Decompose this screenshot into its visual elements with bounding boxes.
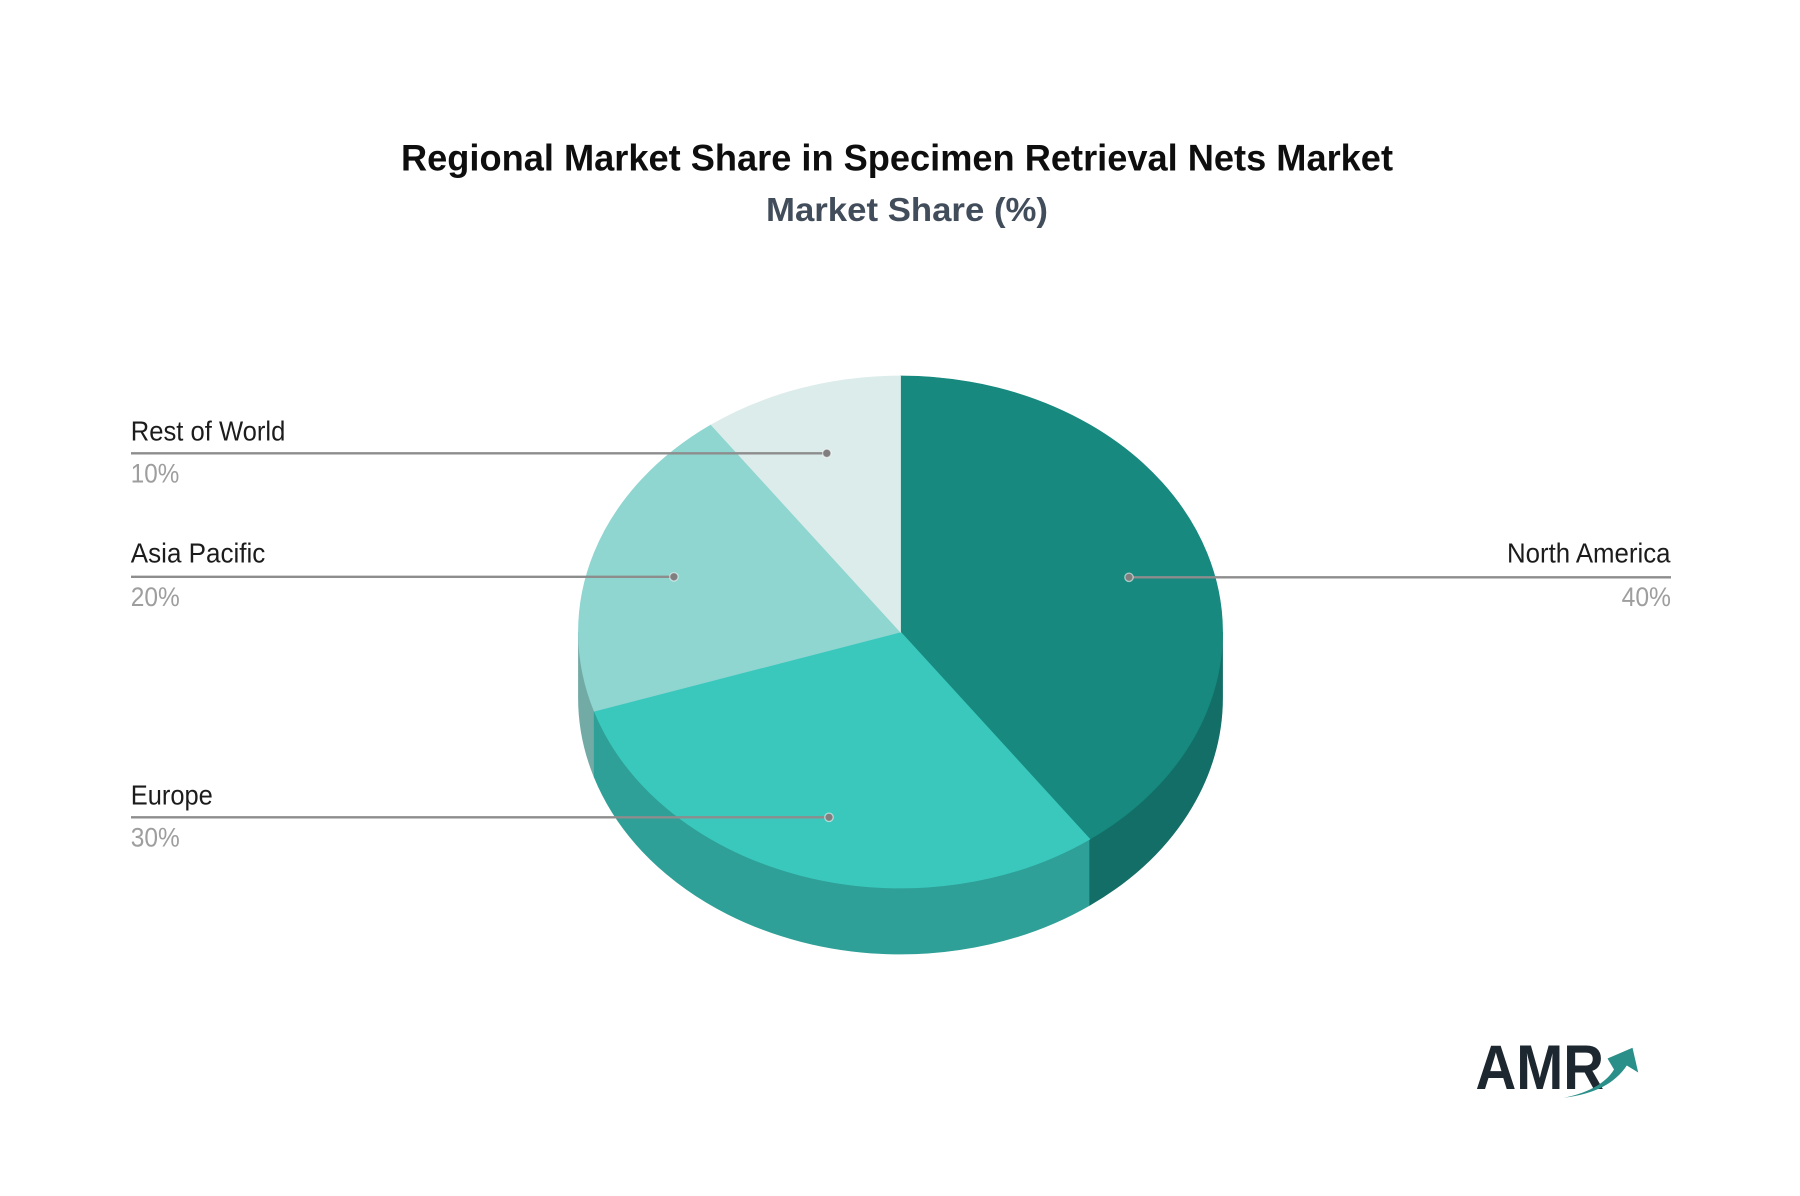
svg-text:20%: 20% [131,582,180,612]
svg-text:40%: 40% [1622,582,1671,612]
svg-text:North America: North America [1507,537,1671,568]
svg-text:Rest of World: Rest of World [131,416,285,447]
svg-text:Asia Pacific: Asia Pacific [131,537,265,568]
svg-text:30%: 30% [131,823,180,853]
svg-text:10%: 10% [131,459,180,489]
svg-text:Europe: Europe [131,780,213,811]
svg-text:Market Share (%): Market Share (%) [766,191,1048,228]
svg-text:AMR: AMR [1476,1033,1605,1103]
svg-text:Regional Market Share in Speci: Regional Market Share in Specimen Retrie… [401,138,1393,179]
